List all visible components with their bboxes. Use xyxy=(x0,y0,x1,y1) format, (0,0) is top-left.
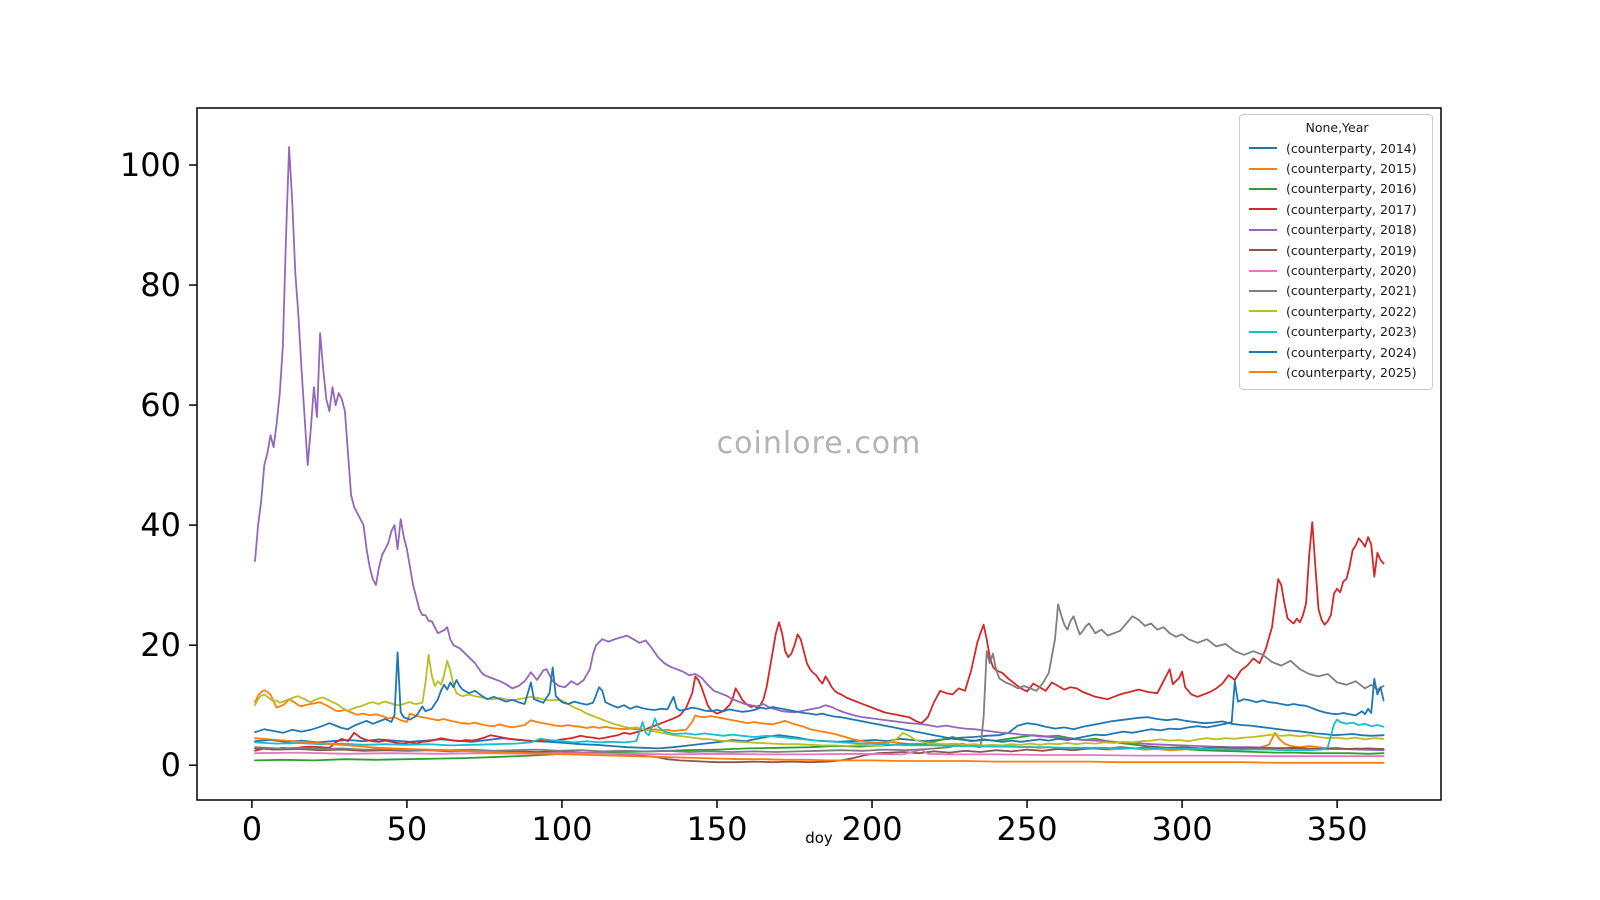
series-line-2020 xyxy=(254,748,1385,758)
legend-item-label: (counterparty, 2019) xyxy=(1286,242,1417,258)
x-tick-label: 350 xyxy=(1307,810,1368,848)
x-tick-label: 100 xyxy=(531,810,592,848)
legend-item-label: (counterparty, 2018) xyxy=(1286,222,1417,238)
legend-line-swatch xyxy=(1249,147,1277,150)
legend-item-2014: (counterparty, 2014) xyxy=(1249,138,1425,158)
legend-item-label: (counterparty, 2016) xyxy=(1286,181,1417,197)
legend-line-swatch xyxy=(1249,351,1277,354)
legend-line-swatch xyxy=(1249,371,1277,374)
legend-item-2019: (counterparty, 2019) xyxy=(1249,240,1425,260)
y-tick-label: 40 xyxy=(140,506,181,544)
legend-item-2021: (counterparty, 2021) xyxy=(1249,281,1425,301)
legend: None,Year (counterparty, 2014) (counterpa… xyxy=(1239,114,1433,390)
x-axis-label: doy xyxy=(805,829,833,847)
legend-item-2016: (counterparty, 2016) xyxy=(1249,179,1425,199)
axes-frame xyxy=(196,107,1442,801)
legend-item-2023: (counterparty, 2023) xyxy=(1249,322,1425,342)
legend-line-swatch xyxy=(1249,289,1277,292)
y-tick-label: 100 xyxy=(120,146,181,184)
legend-line-swatch xyxy=(1249,167,1277,170)
series-line-2023 xyxy=(254,717,1385,752)
y-tick-label: 20 xyxy=(140,626,181,664)
legend-line-swatch xyxy=(1249,208,1277,211)
legend-item-2024: (counterparty, 2024) xyxy=(1249,342,1425,362)
legend-item-label: (counterparty, 2021) xyxy=(1286,283,1417,299)
series-line-2022 xyxy=(254,653,1385,747)
legend-item-label: (counterparty, 2020) xyxy=(1286,263,1417,279)
y-tick-label: 80 xyxy=(140,266,181,304)
legend-item-label: (counterparty, 2022) xyxy=(1286,303,1417,319)
legend-items: (counterparty, 2014) (counterparty, 2015)… xyxy=(1249,138,1425,383)
x-tick-label: 300 xyxy=(1152,810,1213,848)
legend-item-2018: (counterparty, 2018) xyxy=(1249,220,1425,240)
y-tick-label: 60 xyxy=(140,386,181,424)
legend-line-swatch xyxy=(1249,310,1277,313)
series-line-2017 xyxy=(254,521,1385,752)
legend-item-label: (counterparty, 2025) xyxy=(1286,364,1417,380)
legend-item-label: (counterparty, 2024) xyxy=(1286,344,1417,360)
legend-item-2017: (counterparty, 2017) xyxy=(1249,199,1425,219)
legend-line-swatch xyxy=(1249,249,1277,252)
legend-line-swatch xyxy=(1249,187,1277,190)
legend-item-label: (counterparty, 2017) xyxy=(1286,201,1417,217)
series-line-2024 xyxy=(254,651,1385,743)
x-tick-label: 50 xyxy=(387,810,428,848)
x-tick-label: 200 xyxy=(841,810,902,848)
y-tick-label: 0 xyxy=(161,746,181,784)
series-line-2018 xyxy=(254,146,1385,752)
legend-item-label: (counterparty, 2015) xyxy=(1286,161,1417,177)
x-tick-label: 250 xyxy=(997,810,1058,848)
legend-line-swatch xyxy=(1249,228,1277,231)
legend-item-label: (counterparty, 2023) xyxy=(1286,324,1417,340)
legend-item-2022: (counterparty, 2022) xyxy=(1249,301,1425,321)
x-tick-label: 150 xyxy=(686,810,747,848)
legend-title: None,Year xyxy=(1305,120,1369,135)
series-line-2021 xyxy=(254,603,1385,753)
legend-item-label: (counterparty, 2014) xyxy=(1286,140,1417,156)
x-tick-label: 0 xyxy=(242,810,262,848)
legend-item-2025: (counterparty, 2025) xyxy=(1249,362,1425,382)
legend-line-swatch xyxy=(1249,269,1277,272)
legend-item-2015: (counterparty, 2015) xyxy=(1249,158,1425,178)
series-line-2025 xyxy=(254,737,1385,764)
watermark: coinlore.com xyxy=(716,426,922,461)
legend-item-2020: (counterparty, 2020) xyxy=(1249,260,1425,280)
legend-line-swatch xyxy=(1249,330,1277,333)
